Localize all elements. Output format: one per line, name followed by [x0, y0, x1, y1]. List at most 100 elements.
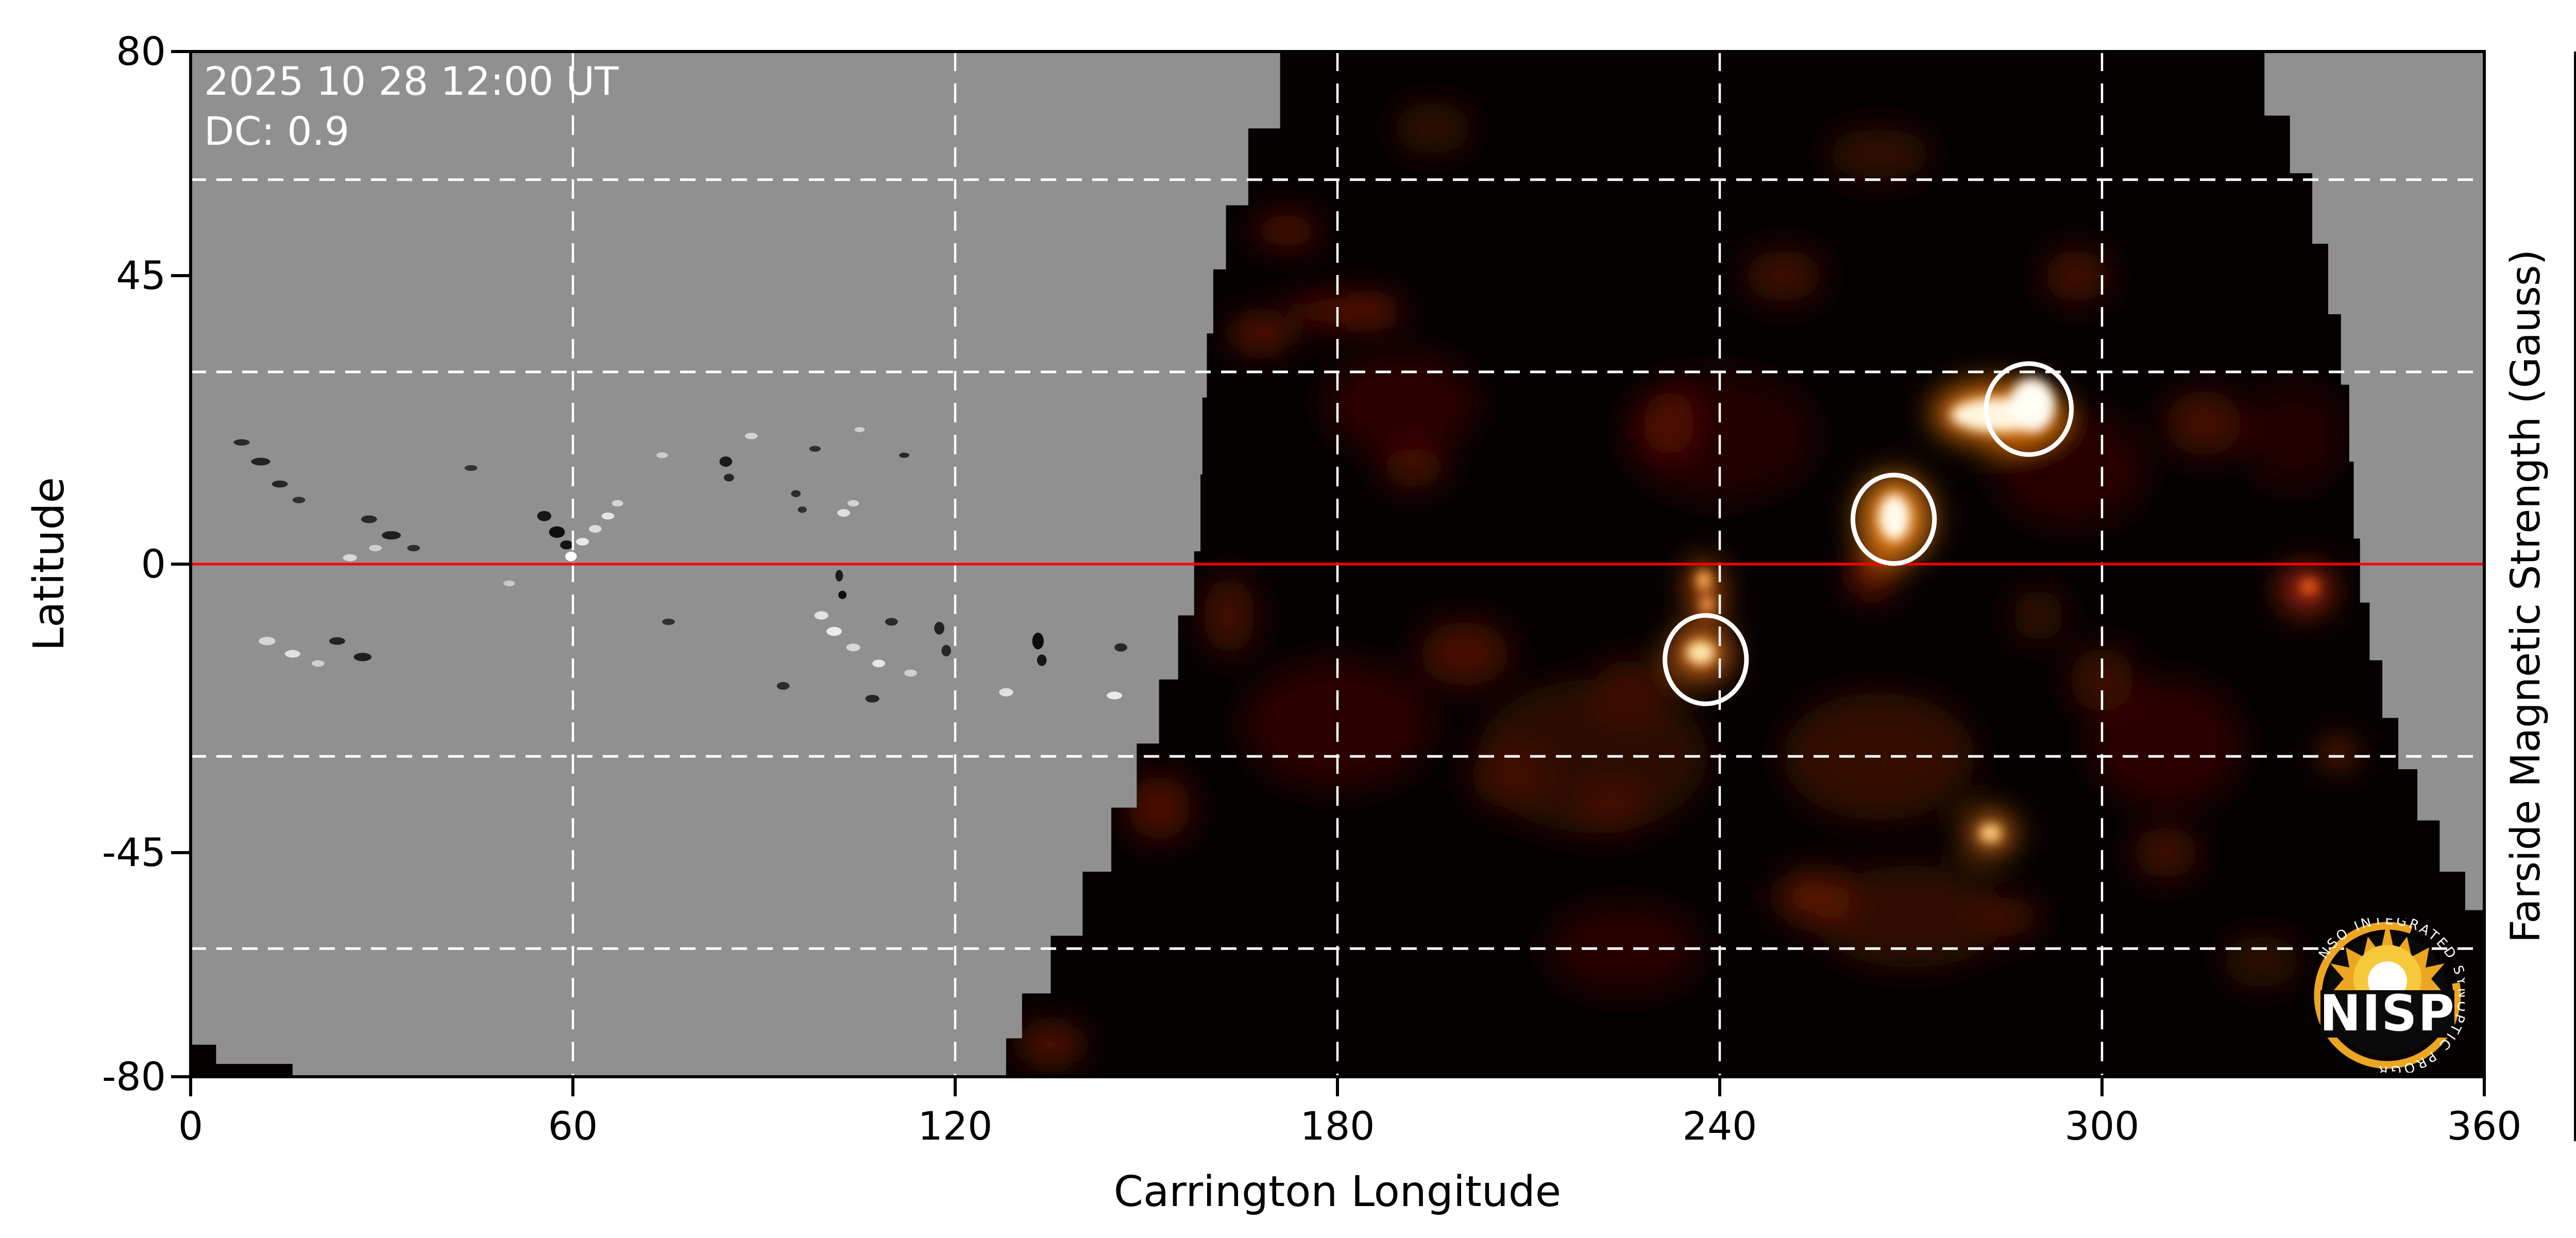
- farside-blob: [1255, 215, 1318, 247]
- farside-blob: [1382, 449, 1446, 487]
- magnetogram-speckle: [233, 439, 250, 446]
- farside-blob: [1993, 410, 2147, 526]
- farside-colorbar-label-wrap: Farside Magnetic Strength (Gauss): [2493, 52, 2560, 1141]
- farside-blob: [2242, 384, 2344, 487]
- annotation-duty-cycle: DC: 0.9: [204, 108, 350, 154]
- magnetogram-speckle: [724, 473, 734, 482]
- y-tick-label: -45: [101, 829, 166, 875]
- x-tick-label: 120: [918, 1103, 993, 1149]
- magnetogram-speckle: [259, 637, 276, 646]
- farside-wrap-notch: [216, 1064, 293, 1077]
- farside-blob: [1204, 576, 1255, 654]
- farside-blob: [1325, 352, 1478, 455]
- magnetogram-speckle: [934, 621, 944, 635]
- farside-blob: [1229, 317, 1293, 350]
- x-tick-label: 300: [2064, 1103, 2140, 1149]
- magnetogram-speckle: [848, 500, 859, 507]
- magnetogram-speckle: [899, 452, 909, 458]
- farside-colorbar-label: Farside Magnetic Strength (Gauss): [2503, 249, 2549, 943]
- magnetogram-speckle: [407, 545, 420, 552]
- y-tick-mark: [171, 563, 191, 566]
- magnetogram-speckle: [838, 590, 847, 599]
- magnetogram-speckle: [369, 545, 382, 552]
- magnetogram-speckle: [837, 509, 850, 517]
- y-tick-label: 0: [141, 541, 166, 587]
- farside-wrap-notch: [191, 1044, 216, 1077]
- magnetogram-speckle: [798, 506, 807, 513]
- farside-blob: [1395, 103, 1471, 154]
- farside-blob: [1357, 302, 1395, 320]
- farside-blob: [1579, 782, 1643, 834]
- active-region-circle: [1850, 472, 1937, 566]
- farside-blob: [1974, 897, 2039, 936]
- y-tick-mark: [171, 50, 191, 53]
- farside-bright-core: [1686, 641, 1715, 665]
- farside-blob: [2089, 679, 2243, 808]
- magnetogram-speckle: [1114, 643, 1127, 652]
- x-tick-mark: [1336, 1077, 1339, 1096]
- magnetogram-speckle: [382, 531, 401, 540]
- magnetogram-speckle: [999, 688, 1013, 697]
- logo-band: [2320, 990, 2454, 1038]
- x-tick-mark: [2100, 1077, 2104, 1096]
- magnetogram-speckle: [809, 446, 821, 452]
- magnetogram-speckle: [601, 512, 615, 520]
- magnetogram-speckle: [565, 551, 577, 562]
- farside-blob: [1127, 775, 1191, 840]
- logo-acronym: NISP: [2319, 985, 2455, 1042]
- magnetogram-speckle: [941, 645, 951, 657]
- farside-bright-core: [1879, 494, 1910, 540]
- magnetogram-speckle: [1107, 691, 1123, 700]
- magnetogram-speckle: [503, 580, 515, 586]
- map-annotation: 2025 10 28 12:00 UT DC: 0.9: [204, 57, 619, 156]
- farside-bright-core: [2299, 579, 2319, 595]
- magnetogram-speckle: [272, 480, 288, 488]
- magnetogram-speckle: [537, 511, 551, 521]
- farside-blob: [2165, 391, 2243, 455]
- annotation-datetime: 2025 10 28 12:00 UT: [204, 58, 619, 104]
- x-tick-mark: [2483, 1077, 2486, 1096]
- farside-colorbar: [2574, 52, 2576, 1141]
- farside-blob: [1471, 743, 1548, 808]
- magnetogram-speckle: [588, 525, 602, 533]
- farside-blob: [1420, 621, 1510, 686]
- x-tick-label: 240: [1682, 1103, 1757, 1149]
- x-tick-mark: [1718, 1077, 1721, 1096]
- y-tick-label: 80: [116, 28, 166, 74]
- magnetogram-speckle: [353, 653, 372, 662]
- magnetogram-speckle: [656, 452, 668, 459]
- magnetogram-speckle: [904, 669, 917, 677]
- y-tick-label: -80: [101, 1054, 166, 1099]
- farside-blob: [2325, 743, 2351, 764]
- active-region-circle: [1663, 613, 1749, 706]
- farside-core-layer: [1686, 378, 2319, 842]
- magnetogram-speckle: [329, 637, 345, 645]
- farside-blob: [2044, 250, 2109, 302]
- farside-blob: [1745, 250, 1822, 302]
- magnetogram-speckle: [662, 618, 675, 625]
- farside-bright-core: [1696, 570, 1711, 590]
- farside-glow-layer: [1019, 103, 2421, 1064]
- magnetogram-speckle: [791, 490, 801, 498]
- active-region-circle: [1984, 361, 2074, 457]
- x-tick-label: 0: [178, 1103, 204, 1149]
- magnetogram-speckle: [814, 611, 828, 620]
- magnetogram-speckle: [549, 526, 565, 538]
- magnetogram-speckle: [292, 497, 306, 503]
- y-tick-mark: [171, 274, 191, 278]
- map-plot: 2025 10 28 12:00 UT DC: 0.9 NISP NSO INT…: [189, 50, 2486, 1078]
- farside-blob: [2133, 826, 2198, 878]
- magnetogram-speckle: [776, 682, 790, 690]
- farside-blob: [2070, 647, 2134, 712]
- farside-blob: [2223, 936, 2300, 987]
- magnetogram-speckle: [865, 694, 879, 703]
- magnetogram-speckle: [846, 643, 860, 652]
- y-tick-mark: [171, 1075, 191, 1078]
- magnetogram-speckle: [612, 500, 623, 507]
- x-tick-label: 360: [2447, 1103, 2522, 1149]
- farside-bright-core: [2009, 378, 2055, 432]
- farside-bright-core: [1979, 824, 2002, 842]
- magnetogram-speckle: [719, 456, 733, 467]
- magnetogram-speckle: [885, 618, 898, 626]
